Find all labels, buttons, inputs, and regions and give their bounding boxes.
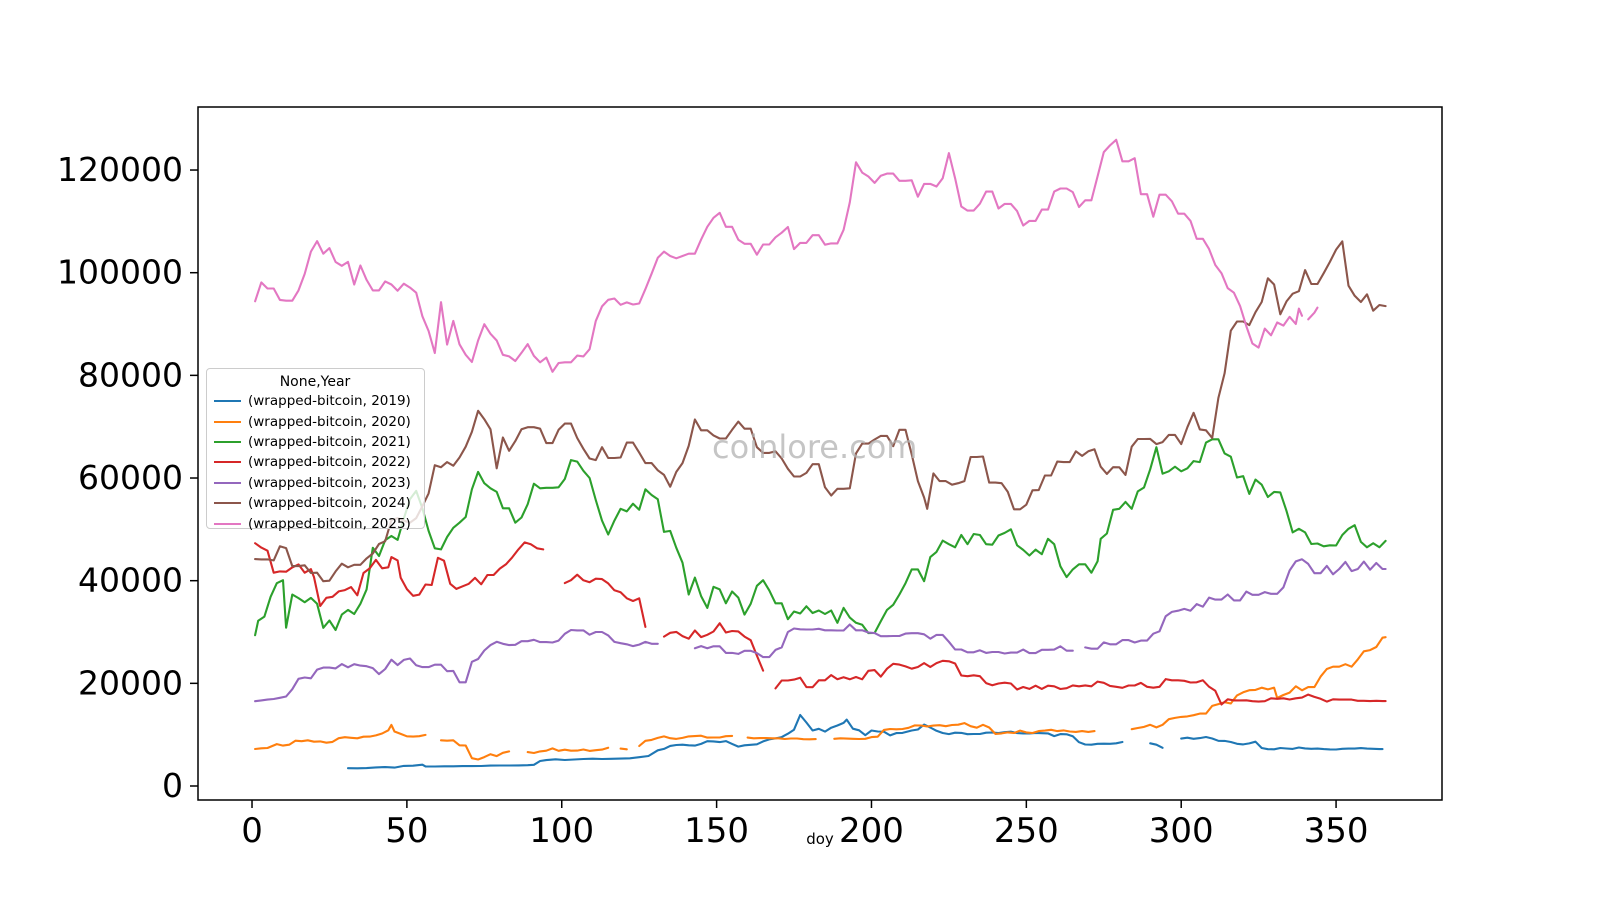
series-line-wrapped-bitcoin-2020 [638, 734, 734, 748]
y-axis-tick-label: 60000 [78, 458, 183, 497]
legend-swatch-wrapped-bitcoin-2022 [214, 461, 241, 464]
series-line-wrapped-bitcoin-2023 [254, 628, 659, 703]
series-line-wrapped-bitcoin-2020 [833, 722, 1096, 741]
series-line-wrapped-bitcoin-2023 [1084, 558, 1387, 650]
x-axis-tick-label: 100 [529, 811, 594, 851]
series-line-wrapped-bitcoin-2022 [662, 622, 765, 672]
legend-swatch-wrapped-bitcoin-2020 [214, 420, 241, 423]
x-axis-tick-label: 0 [241, 811, 263, 851]
legend: None,Year (wrapped-bitcoin, 2019) (wrappe… [206, 368, 425, 532]
watermark: coinlore.com [712, 428, 918, 466]
x-axis-label: doy [806, 830, 834, 848]
legend-title: None,Year [279, 374, 351, 390]
x-axis-tick-label: 250 [994, 811, 1059, 851]
legend-item-wrapped-bitcoin-2021: (wrapped-bitcoin, 2021) [214, 432, 416, 452]
x-axis-tick-label: 150 [684, 811, 749, 851]
series-line-wrapped-bitcoin-2025 [254, 138, 1304, 373]
series-line-wrapped-bitcoin-2022 [254, 541, 545, 608]
series-line-wrapped-bitcoin-2021 [254, 438, 1387, 637]
legend-item-label: (wrapped-bitcoin, 2025) [248, 515, 411, 532]
x-axis-tick-label: 350 [1304, 811, 1369, 851]
y-axis-tick-label: 40000 [78, 561, 183, 600]
x-axis-tick-label: 50 [385, 811, 428, 851]
legend-item-wrapped-bitcoin-2023: (wrapped-bitcoin, 2023) [214, 473, 416, 493]
legend-item-label: (wrapped-bitcoin, 2021) [248, 433, 411, 450]
series-line-wrapped-bitcoin-2020 [1130, 636, 1387, 731]
legend-item-wrapped-bitcoin-2022: (wrapped-bitcoin, 2022) [214, 452, 416, 472]
series-line-wrapped-bitcoin-2024 [254, 240, 1387, 583]
series-line-wrapped-bitcoin-2020 [746, 736, 817, 741]
series-line-wrapped-bitcoin-2025 [1307, 306, 1319, 321]
legend-swatch-wrapped-bitcoin-2024 [214, 502, 241, 505]
series-line-wrapped-bitcoin-2020 [526, 746, 610, 755]
series-line-wrapped-bitcoin-2019 [346, 713, 1124, 770]
legend-swatch-wrapped-bitcoin-2025 [214, 522, 241, 525]
legend-item-label: (wrapped-bitcoin, 2022) [248, 454, 411, 471]
legend-item-label: (wrapped-bitcoin, 2019) [248, 393, 411, 410]
x-axis-tick-label: 300 [1149, 811, 1214, 851]
y-axis-tick-label: 80000 [78, 355, 183, 394]
y-axis-tick-label: 0 [162, 766, 183, 805]
legend-swatch-wrapped-bitcoin-2023 [214, 481, 241, 484]
legend-item-wrapped-bitcoin-2020: (wrapped-bitcoin, 2020) [214, 411, 416, 431]
series-line-wrapped-bitcoin-2020 [619, 747, 628, 751]
legend-item-wrapped-bitcoin-2025: (wrapped-bitcoin, 2025) [214, 513, 416, 533]
series-line-wrapped-bitcoin-2019 [1180, 735, 1384, 751]
y-axis-tick-label: 120000 [57, 150, 183, 189]
series-line-wrapped-bitcoin-2022 [563, 573, 647, 628]
y-axis-tick-label: 20000 [78, 663, 183, 702]
legend-swatch-wrapped-bitcoin-2021 [214, 440, 241, 443]
legend-item-wrapped-bitcoin-2019: (wrapped-bitcoin, 2019) [214, 391, 416, 411]
legend-rows: (wrapped-bitcoin, 2019) (wrapped-bitcoin,… [214, 391, 416, 534]
legend-swatch-wrapped-bitcoin-2019 [214, 400, 241, 403]
legend-item-label: (wrapped-bitcoin, 2020) [248, 413, 411, 430]
series-line-wrapped-bitcoin-2019 [1149, 742, 1164, 749]
series-line-wrapped-bitcoin-2022 [774, 659, 1387, 706]
y-axis-tick-label: 100000 [57, 253, 183, 292]
legend-item-wrapped-bitcoin-2024: (wrapped-bitcoin, 2024) [214, 493, 416, 513]
plot-border [197, 106, 1443, 801]
series-line-wrapped-bitcoin-2023 [693, 623, 1074, 659]
legend-item-label: (wrapped-bitcoin, 2024) [248, 495, 411, 512]
series-line-wrapped-bitcoin-2020 [254, 723, 427, 751]
x-axis-tick-label: 200 [839, 811, 904, 851]
legend-item-label: (wrapped-bitcoin, 2023) [248, 474, 411, 491]
series-line-wrapped-bitcoin-2020 [439, 739, 511, 761]
